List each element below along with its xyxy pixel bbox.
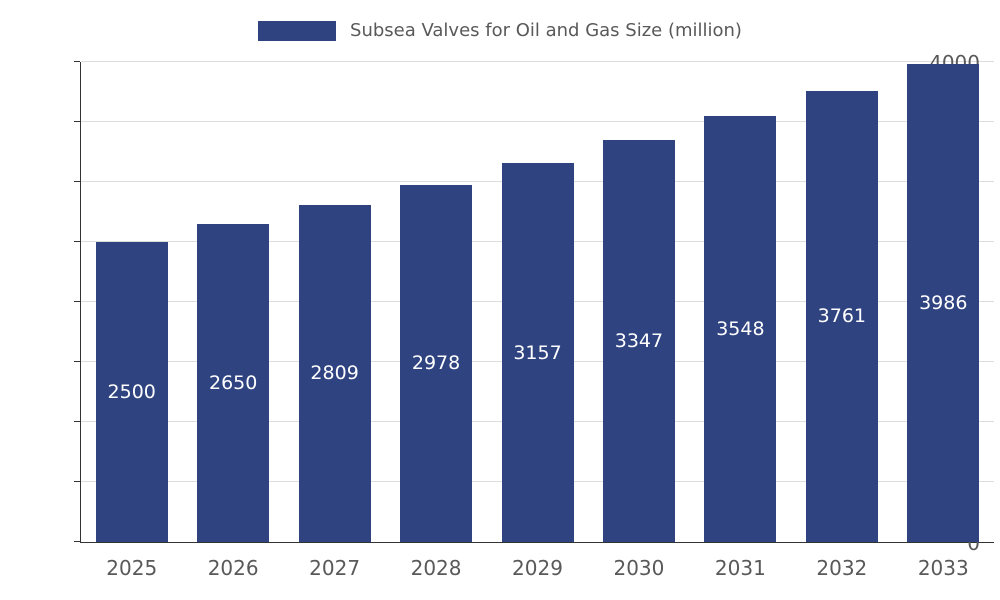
x-tick-label: 2030	[613, 556, 665, 580]
bar-2029: 3157	[501, 163, 574, 542]
bar-2033: 3986	[907, 63, 980, 542]
gridline	[81, 61, 994, 62]
chart-title: Subsea Valves for Oil and Gas Size (mill…	[350, 20, 742, 41]
bar-value-label: 2978	[411, 352, 461, 375]
y-axis-tick	[74, 421, 80, 422]
bar-2027: 2809	[298, 204, 371, 542]
y-axis-tick	[74, 481, 80, 482]
y-axis-tick	[74, 241, 80, 242]
bar-2026: 2650	[197, 224, 270, 542]
bar-value-label: 3347	[614, 330, 664, 353]
legend-swatch	[258, 20, 337, 41]
x-tick-label: 2032	[816, 556, 868, 580]
x-tick-label: 2033	[917, 556, 969, 580]
x-tick-label: 2025	[106, 556, 158, 580]
bar-value-label: 2500	[107, 381, 156, 403]
bar-value-label: 3761	[817, 305, 867, 328]
bar-2032: 3761	[805, 90, 878, 542]
chart-legend: Subsea Valves for Oil and Gas Size (mill…	[0, 20, 1000, 41]
y-axis-tick	[74, 541, 80, 542]
bar-2031: 3548	[704, 116, 777, 542]
y-axis-tick	[74, 361, 80, 362]
bar-value-label: 3986	[919, 291, 968, 314]
y-axis-tick	[74, 121, 80, 122]
bar-value-label: 3548	[716, 318, 765, 341]
y-axis-tick	[74, 181, 80, 182]
bar-value-label: 2650	[208, 372, 258, 394]
y-axis-tick	[74, 61, 80, 62]
x-tick-label: 2027	[309, 556, 361, 580]
plot-area: 0500100015002000250030003500400025002025…	[74, 51, 994, 580]
x-tick-label: 2028	[410, 556, 462, 580]
x-tick-label: 2026	[207, 556, 259, 580]
x-tick-label: 2031	[714, 556, 766, 580]
bar-value-label: 2809	[310, 362, 359, 385]
y-axis-tick	[74, 301, 80, 302]
bar-value-label: 3157	[513, 341, 562, 364]
bar-2030: 3347	[602, 140, 675, 542]
bar-2025: 2500	[95, 242, 168, 542]
gridline	[81, 121, 994, 122]
x-tick-label: 2029	[512, 556, 563, 580]
bar-2028: 2978	[400, 184, 473, 542]
